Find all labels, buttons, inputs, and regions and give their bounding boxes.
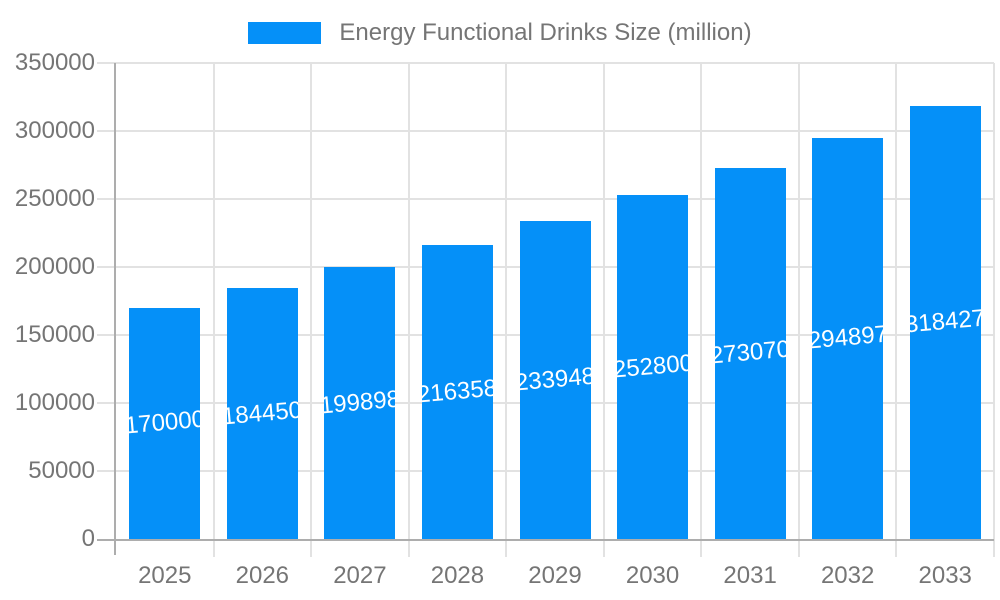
y-tick-label: 0 bbox=[81, 525, 95, 552]
bar-2029: 233948 bbox=[519, 220, 591, 539]
x-tick-label: 2033 bbox=[918, 562, 972, 589]
bar-value-label: 273070 bbox=[714, 335, 786, 370]
x-gridline bbox=[602, 63, 605, 557]
x-gridline bbox=[895, 63, 898, 557]
y-gridline bbox=[97, 198, 994, 200]
legend-label: Energy Functional Drinks Size (million) bbox=[339, 19, 752, 46]
bar-2028: 216358 bbox=[421, 244, 493, 539]
bar-2031: 273070 bbox=[714, 167, 786, 539]
x-tick-label: 2031 bbox=[723, 562, 777, 589]
y-gridline bbox=[97, 130, 994, 132]
y-tick-label: 350000 bbox=[14, 49, 95, 76]
bar-value-label: 294897 bbox=[812, 321, 884, 355]
bar-value-label: 252800 bbox=[617, 349, 689, 384]
x-tick-label: 2029 bbox=[528, 562, 582, 589]
y-axis-line bbox=[114, 63, 116, 555]
bar-value-label: 233948 bbox=[519, 362, 591, 397]
bar-2032: 294897 bbox=[812, 137, 884, 539]
bar-value-label: 216358 bbox=[421, 374, 493, 409]
y-tick-label: 100000 bbox=[14, 389, 95, 416]
x-axis-line bbox=[97, 539, 994, 541]
bar-2025: 170000 bbox=[129, 307, 201, 539]
x-tick-label: 2027 bbox=[333, 562, 387, 589]
x-gridline bbox=[993, 63, 995, 557]
y-tick-label: 150000 bbox=[14, 321, 95, 348]
chart-legend: Energy Functional Drinks Size (million) bbox=[0, 20, 1000, 46]
x-gridline bbox=[310, 63, 313, 557]
y-tick-label: 50000 bbox=[28, 457, 95, 484]
x-tick-label: 2028 bbox=[430, 562, 485, 589]
y-tick-label: 250000 bbox=[14, 185, 95, 212]
bar-2026: 184450 bbox=[226, 288, 298, 539]
x-tick-label: 2032 bbox=[820, 562, 875, 589]
y-tick-label: 200000 bbox=[14, 253, 95, 280]
x-gridline bbox=[797, 63, 800, 557]
x-gridline bbox=[407, 63, 410, 557]
bar-2030: 252800 bbox=[617, 195, 689, 539]
bar-value-label: 184450 bbox=[226, 396, 298, 431]
bar-value-label: 318427 bbox=[909, 305, 981, 339]
bar-2033: 318427 bbox=[909, 105, 981, 539]
x-gridline bbox=[212, 63, 215, 557]
y-tick-label: 300000 bbox=[14, 117, 95, 144]
x-tick-label: 2026 bbox=[235, 562, 290, 589]
x-tick-label: 2025 bbox=[138, 562, 192, 589]
x-gridline bbox=[700, 63, 703, 557]
bar-value-label: 199898 bbox=[324, 385, 396, 420]
x-tick-label: 2030 bbox=[625, 562, 680, 589]
y-gridline bbox=[97, 62, 994, 64]
legend-swatch bbox=[248, 22, 322, 44]
x-gridline bbox=[505, 63, 508, 557]
bar-value-label: 170000 bbox=[129, 405, 201, 440]
bar-2027: 199898 bbox=[324, 267, 396, 539]
